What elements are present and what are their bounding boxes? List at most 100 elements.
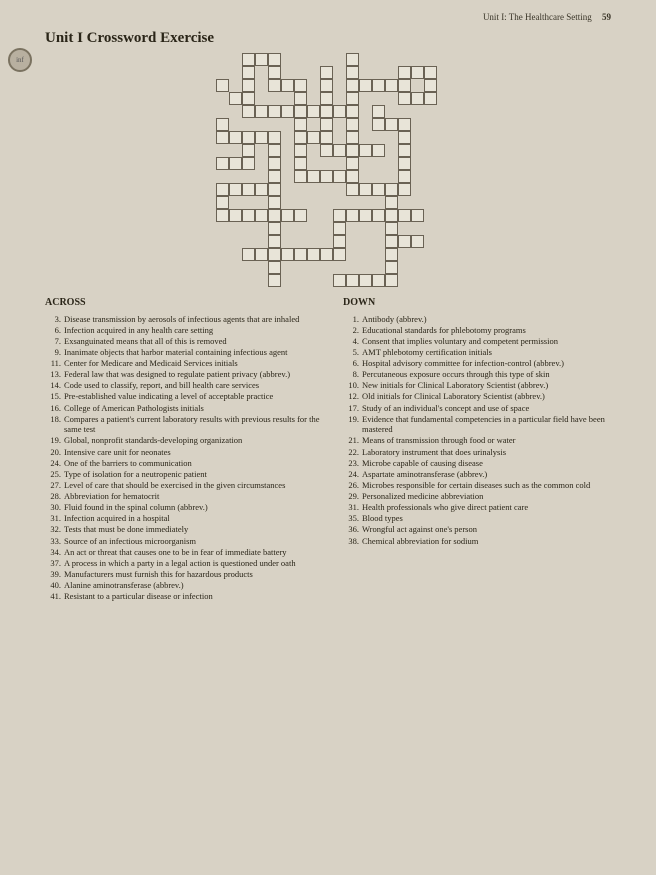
grid-cell	[346, 274, 359, 287]
grid-cell	[307, 66, 320, 79]
page: inf Unit I: The Healthcare Setting 59 Un…	[0, 0, 656, 875]
grid-cell	[424, 144, 437, 157]
grid-cell	[359, 274, 372, 287]
grid-cell	[216, 248, 229, 261]
grid-cell	[359, 209, 372, 222]
down-clue: 5.AMT phlebotomy certification initials	[343, 347, 621, 358]
grid-cell	[216, 196, 229, 209]
grid-cell	[268, 274, 281, 287]
grid-cell	[333, 105, 346, 118]
grid-cell	[359, 235, 372, 248]
clue-text: Infection acquired in a hospital	[64, 513, 323, 524]
grid-cell	[385, 170, 398, 183]
grid-cell	[424, 66, 437, 79]
grid-cell	[372, 79, 385, 92]
across-clue: 15.Pre-established value indicating a le…	[45, 391, 323, 402]
grid-cell	[398, 222, 411, 235]
grid-cell	[268, 144, 281, 157]
grid-cell	[372, 196, 385, 209]
grid-cell	[268, 235, 281, 248]
grid-cell	[294, 131, 307, 144]
clues-section: ACROSS 3.Disease transmission by aerosol…	[45, 297, 621, 602]
clue-text: Federal law that was designed to regulat…	[64, 369, 323, 380]
grid-cell	[346, 157, 359, 170]
grid-cell	[242, 196, 255, 209]
clue-number: 22.	[343, 447, 362, 458]
down-clue: 36.Wrongful act against one's person	[343, 524, 621, 535]
grid-cell	[255, 222, 268, 235]
grid-cell	[268, 79, 281, 92]
grid-cell	[411, 209, 424, 222]
grid-cell	[294, 157, 307, 170]
down-clue: 31.Health professionals who give direct …	[343, 502, 621, 513]
clue-number: 35.	[343, 513, 362, 524]
grid-cell	[359, 92, 372, 105]
grid-cell	[437, 170, 450, 183]
grid-cell	[346, 66, 359, 79]
down-clue: 2.Educational standards for phlebotomy p…	[343, 325, 621, 336]
grid-cell	[281, 261, 294, 274]
grid-cell	[385, 144, 398, 157]
grid-cell	[411, 157, 424, 170]
grid-cell	[281, 118, 294, 131]
across-clue: 7.Exsanguinated means that all of this i…	[45, 336, 323, 347]
grid-cell	[359, 144, 372, 157]
grid-cell	[268, 92, 281, 105]
grid-cell	[398, 92, 411, 105]
grid-cell	[424, 53, 437, 66]
grid-cell	[320, 53, 333, 66]
grid-cell	[307, 53, 320, 66]
grid-cell	[398, 183, 411, 196]
grid-cell	[307, 170, 320, 183]
down-clue: 12.Old initials for Clinical Laboratory …	[343, 391, 621, 402]
grid-cell	[320, 170, 333, 183]
grid-cell	[372, 170, 385, 183]
grid-cell	[268, 118, 281, 131]
grid-cell	[216, 183, 229, 196]
grid-cell	[281, 79, 294, 92]
clue-number: 16.	[45, 403, 64, 414]
grid-cell	[229, 53, 242, 66]
clue-text: Aspartate aminotransferase (abbrev.)	[362, 469, 621, 480]
grid-cell	[320, 92, 333, 105]
grid-cell	[398, 66, 411, 79]
grid-cell	[255, 170, 268, 183]
grid-cell	[242, 274, 255, 287]
clue-number: 41.	[45, 591, 64, 602]
grid-cell	[242, 118, 255, 131]
grid-cell	[320, 183, 333, 196]
grid-cell	[346, 92, 359, 105]
clue-text: Disease transmission by aerosols of infe…	[64, 314, 323, 325]
clue-text: Abbreviation for hematocrit	[64, 491, 323, 502]
grid-cell	[229, 222, 242, 235]
grid-cell	[281, 66, 294, 79]
grid-cell	[307, 157, 320, 170]
clue-text: College of American Pathologists initial…	[64, 403, 323, 414]
down-clue: 29.Personalized medicine abbreviation	[343, 491, 621, 502]
grid-cell	[385, 92, 398, 105]
clue-number: 19.	[45, 435, 64, 446]
clue-text: Microbes responsible for certain disease…	[362, 480, 621, 491]
grid-cell	[242, 261, 255, 274]
grid-cell	[372, 92, 385, 105]
grid-cell	[372, 209, 385, 222]
grid-cell	[398, 157, 411, 170]
across-clue: 31.Infection acquired in a hospital	[45, 513, 323, 524]
grid-cell	[307, 209, 320, 222]
clue-number: 10.	[343, 380, 362, 391]
across-header: ACROSS	[45, 297, 323, 310]
clue-text: Inanimate objects that harbor material c…	[64, 347, 323, 358]
grid-cell	[372, 66, 385, 79]
grid-cell	[216, 235, 229, 248]
grid-cell	[242, 66, 255, 79]
grid-cell	[437, 53, 450, 66]
grid-cell	[437, 274, 450, 287]
grid-cell	[216, 79, 229, 92]
grid-cell	[294, 274, 307, 287]
grid-cell	[268, 248, 281, 261]
across-clue: 41.Resistant to a particular disease or …	[45, 591, 323, 602]
grid-cell	[437, 157, 450, 170]
grid-cell	[424, 248, 437, 261]
grid-cell	[437, 79, 450, 92]
grid-cell	[294, 235, 307, 248]
